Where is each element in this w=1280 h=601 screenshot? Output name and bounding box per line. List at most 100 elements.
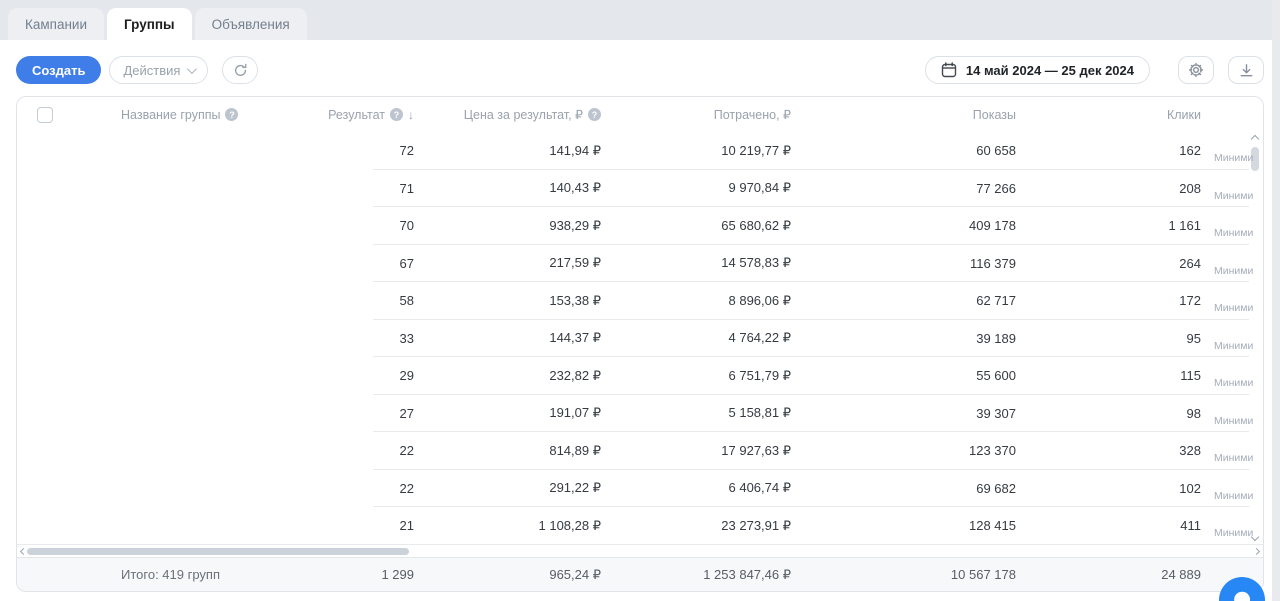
cell-clicks: 208 [1179, 180, 1201, 196]
cell-result: 70 [399, 218, 414, 234]
totals-spent: 1 253 847,46 ₽ [703, 566, 791, 582]
cell-result: 27 [399, 405, 414, 421]
table-row[interactable]: 67 217,59 ₽ 14 578,83 ₽ 116 379 264 Мини… [17, 245, 1263, 283]
column-header-impressions-label: Показы [972, 107, 1016, 122]
table-row[interactable]: 33 144,37 ₽ 4 764,22 ₽ 39 189 95 Миними [17, 320, 1263, 358]
table-row[interactable]: 22 291,22 ₽ 6 406,74 ₽ 69 682 102 Миними [17, 470, 1263, 508]
column-header-result[interactable]: Результат ? ↓ [264, 108, 414, 122]
cell-result: 22 [399, 480, 414, 496]
date-range-picker[interactable]: 14 май 2024 — 25 дек 2024 [924, 56, 1150, 84]
cell-result: 71 [399, 180, 414, 196]
table-horizontal-scrollbar[interactable] [17, 544, 1263, 557]
totals-cost-per-result: 965,24 ₽ [549, 566, 601, 582]
sort-desc-icon[interactable]: ↓ [408, 107, 414, 122]
column-header-spent-label: Потрачено, ₽ [713, 108, 791, 122]
refresh-icon [233, 63, 248, 78]
column-header-result-label: Результат [328, 107, 385, 122]
cell-spent: 10 219,77 ₽ [721, 142, 791, 158]
help-icon[interactable]: ? [588, 108, 601, 121]
cell-spent: 6 406,74 ₽ [728, 480, 792, 496]
actions-dropdown-label: Действия [123, 62, 181, 78]
tab-bar: Кампании Группы Объявления [0, 0, 1280, 40]
cell-impressions: 62 717 [976, 293, 1016, 309]
cell-clipped-next-column: Миними [1214, 414, 1254, 427]
table-totals-row: Итого: 419 групп 1 299 965,24 ₽ 1 253 84… [17, 557, 1263, 591]
cell-impressions: 69 682 [976, 480, 1016, 496]
table-row[interactable]: 21 1 108,28 ₽ 23 273,91 ₽ 128 415 411 Ми… [17, 507, 1263, 544]
cell-clipped-next-column: Миними [1214, 339, 1254, 352]
tab-groups[interactable]: Группы [107, 8, 192, 40]
scroll-right-arrow-icon[interactable] [1252, 547, 1261, 556]
select-all-checkbox[interactable] [37, 106, 53, 123]
calendar-icon [941, 62, 957, 78]
tab-campaigns[interactable]: Кампании [8, 8, 105, 40]
cell-impressions: 77 266 [976, 180, 1016, 196]
settings-button[interactable] [1178, 56, 1214, 84]
help-icon[interactable]: ? [225, 108, 239, 121]
cell-cost-per-result: 191,07 ₽ [549, 405, 601, 421]
column-header-cost-per-result[interactable]: Цена за результат, ₽ ? [414, 107, 601, 122]
column-header-group-name[interactable]: Название группы ? [81, 108, 264, 122]
column-header-group-name-label: Название группы [121, 107, 221, 122]
cell-impressions: 55 600 [976, 368, 1016, 384]
totals-result: 1 299 [381, 567, 414, 582]
column-header-impressions[interactable]: Показы [791, 108, 1016, 122]
refresh-button[interactable] [222, 56, 259, 84]
cell-clipped-next-column: Миними [1214, 189, 1254, 202]
cell-clicks: 162 [1179, 143, 1201, 159]
cell-clicks: 172 [1179, 293, 1201, 309]
cell-clicks: 115 [1180, 368, 1201, 384]
table-row[interactable]: 58 153,38 ₽ 8 896,06 ₽ 62 717 172 Миними [17, 282, 1263, 320]
cell-spent: 4 764,22 ₽ [728, 330, 792, 346]
tab-ads[interactable]: Объявления [194, 8, 307, 40]
table-row[interactable]: 72 141,94 ₽ 10 219,77 ₽ 60 658 162 Миним… [17, 132, 1263, 170]
table-row[interactable]: 29 232,82 ₽ 6 751,79 ₽ 55 600 115 Миними [17, 357, 1263, 395]
vertical-scrollbar-thumb[interactable] [1251, 147, 1259, 171]
cell-clipped-next-column: Миними [1214, 452, 1254, 464]
download-icon [1239, 63, 1254, 78]
cell-clicks: 1 161 [1168, 218, 1201, 234]
totals-label: Итого: 419 групп [121, 567, 220, 582]
table-vertical-scrollbar[interactable] [1250, 134, 1260, 542]
scroll-left-arrow-icon[interactable] [19, 547, 28, 556]
table-row[interactable]: 71 140,43 ₽ 9 970,84 ₽ 77 266 208 Миними [17, 170, 1263, 208]
cell-cost-per-result: 153,38 ₽ [549, 292, 601, 308]
cell-spent: 14 578,83 ₽ [721, 255, 791, 271]
table-row[interactable]: 27 191,07 ₽ 5 158,81 ₽ 39 307 98 Миними [17, 395, 1263, 433]
cell-impressions: 409 178 [969, 218, 1016, 234]
cell-impressions: 116 379 [969, 255, 1016, 271]
column-header-clicks[interactable]: Клики [1016, 108, 1201, 122]
cell-spent: 6 751,79 ₽ [728, 367, 792, 383]
cell-spent: 9 970,84 ₽ [728, 180, 792, 196]
cell-spent: 5 158,81 ₽ [728, 405, 792, 421]
cell-cost-per-result: 144,37 ₽ [549, 330, 601, 346]
cell-clipped-next-column: Миними [1214, 377, 1254, 389]
actions-dropdown[interactable]: Действия [109, 56, 209, 84]
cell-clicks: 102 [1179, 480, 1201, 496]
cell-result: 33 [399, 330, 414, 346]
tab-ads-label: Объявления [211, 16, 290, 32]
cell-impressions: 39 189 [976, 330, 1016, 346]
column-header-spent[interactable]: Потрачено, ₽ [601, 107, 791, 122]
cell-spent: 17 927,63 ₽ [721, 442, 791, 458]
tab-campaigns-label: Кампании [25, 16, 88, 32]
toolbar: Создать Действия 14 май 2024 — 25 дек 20… [16, 55, 1264, 85]
chevron-down-icon [187, 63, 198, 74]
cell-impressions: 128 415 [969, 518, 1016, 534]
table-body: 72 141,94 ₽ 10 219,77 ₽ 60 658 162 Миним… [17, 132, 1263, 544]
cell-cost-per-result: 141,94 ₽ [549, 142, 601, 158]
create-button[interactable]: Создать [16, 56, 102, 84]
horizontal-scrollbar-thumb[interactable] [27, 548, 409, 555]
cell-clipped-next-column: Миними [1214, 152, 1254, 164]
cell-result: 67 [399, 255, 414, 271]
help-icon[interactable]: ? [390, 108, 403, 121]
browser-scrollbar[interactable] [1272, 0, 1280, 601]
cell-spent: 65 680,62 ₽ [721, 217, 791, 233]
cell-clipped-next-column: Миними [1214, 227, 1254, 239]
download-button[interactable] [1228, 56, 1264, 84]
cell-clipped-next-column: Миними [1214, 302, 1254, 314]
chat-bubble-icon [1231, 589, 1253, 601]
cell-cost-per-result: 938,29 ₽ [549, 217, 601, 233]
table-row[interactable]: 70 938,29 ₽ 65 680,62 ₽ 409 178 1 161 Ми… [17, 207, 1263, 245]
table-row[interactable]: 22 814,89 ₽ 17 927,63 ₽ 123 370 328 Мини… [17, 432, 1263, 470]
